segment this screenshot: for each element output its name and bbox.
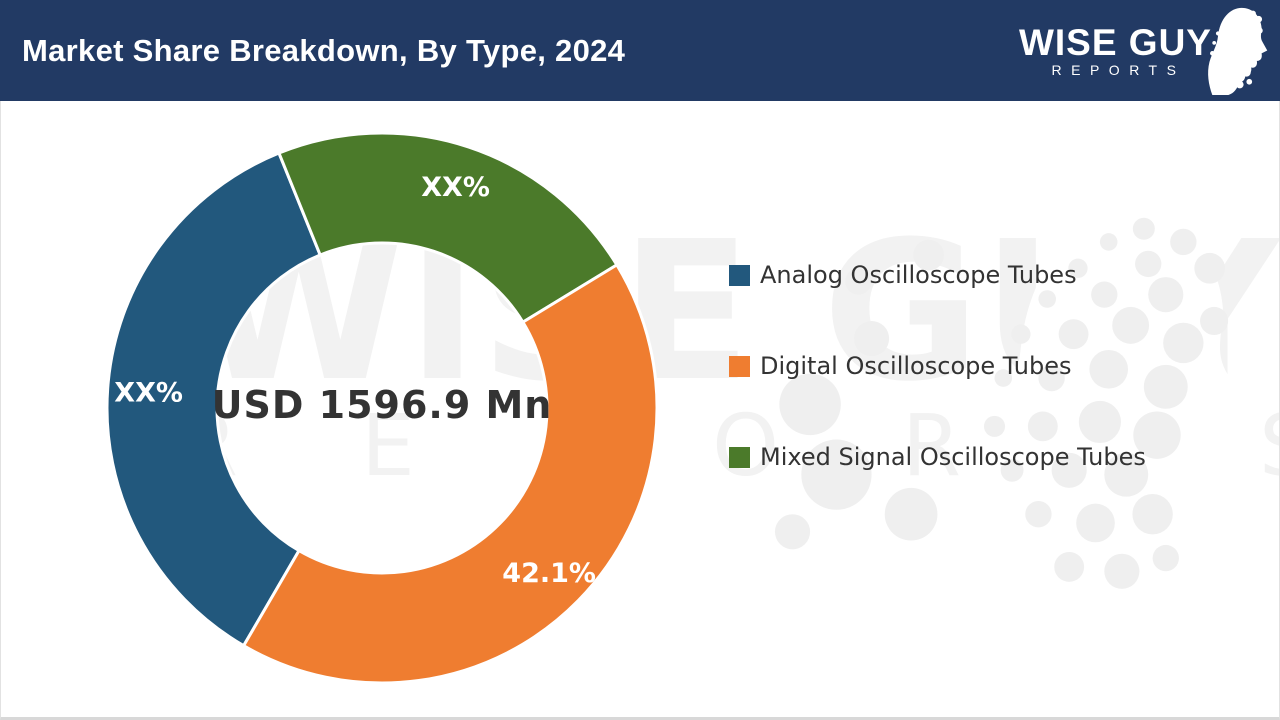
legend-label: Digital Oscilloscope Tubes [760,352,1072,380]
donut-chart: XX% XX% 42.1% [105,131,659,685]
legend-swatch-analog [729,264,750,286]
brand-name: WISE GUY [1018,22,1212,63]
chart-legend: Analog Oscilloscope Tubes Digital Oscill… [729,259,1146,473]
header: Market Share Breakdown, By Type, 2024 WI… [0,0,1280,101]
brand-subtitle: REPORTS [1051,62,1186,78]
segment-value-label: XX% [114,377,183,408]
donut-segment-1 [242,263,659,685]
page-title: Market Share Breakdown, By Type, 2024 [22,32,626,68]
donut-segment-0 [105,151,322,648]
legend-item-mixed: Mixed Signal Oscilloscope Tubes [729,441,1146,473]
legend-swatch-digital [729,355,750,377]
segment-value-label: 42.1% [502,558,596,589]
legend-swatch-mixed [729,446,750,468]
wiseguy-head-icon [1208,7,1268,95]
donut-center-value: USD 1596.9 Mn [211,383,553,427]
brand-logo: WISE GUY REPORTS [1019,5,1270,95]
legend-label: Mixed Signal Oscilloscope Tubes [760,443,1146,471]
legend-item-analog: Analog Oscilloscope Tubes [729,259,1146,291]
segment-value-label: XX% [421,172,490,203]
legend-label: Analog Oscilloscope Tubes [760,261,1077,289]
legend-item-digital: Digital Oscilloscope Tubes [729,350,1146,382]
watermark-head-icon [774,215,1250,620]
chart-area: WISE GUY R E P O R T S XX%XX%42.1% USD 1… [0,101,1280,720]
donut-segment-2 [277,131,619,324]
brand-logo-text: WISE GUY REPORTS [1019,22,1212,78]
